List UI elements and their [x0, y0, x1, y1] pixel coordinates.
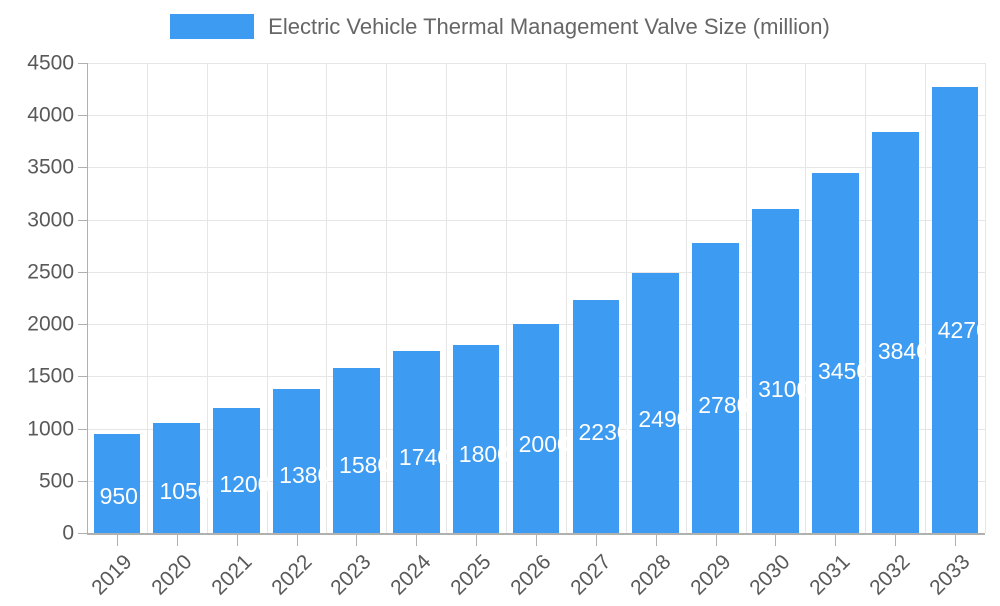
x-axis-tick-mark: [237, 535, 238, 546]
x-axis-tick-label: 2021: [206, 550, 257, 600]
y-axis-tick-mark: [78, 428, 87, 430]
gridline-vertical: [207, 63, 208, 533]
y-axis-tick-mark: [78, 115, 87, 117]
chart-legend: Electric Vehicle Thermal Management Valv…: [0, 14, 1000, 39]
x-axis-tick-label: 2030: [745, 550, 796, 600]
gridline-vertical: [985, 63, 986, 533]
x-axis-tick-mark: [596, 535, 597, 546]
bar[interactable]: [931, 87, 979, 533]
x-axis-tick-label: 2023: [326, 550, 376, 600]
gridline-vertical: [626, 63, 627, 533]
x-axis-tick-mark: [117, 535, 118, 546]
bar[interactable]: [752, 209, 799, 533]
bar[interactable]: [213, 407, 260, 533]
y-axis-tick-label: 1500: [27, 364, 74, 388]
x-axis-tick-label: 2031: [805, 550, 855, 600]
bar[interactable]: [273, 388, 320, 533]
gridline-vertical: [865, 63, 866, 533]
x-axis-tick-label: 2032: [865, 550, 915, 600]
x-axis-tick-mark: [356, 535, 357, 546]
gridline-horizontal: [87, 167, 985, 169]
x-axis-tick-label: 2029: [685, 550, 736, 600]
bar[interactable]: [452, 345, 500, 533]
x-axis-tick-label: 2022: [266, 550, 317, 600]
gridline-vertical: [566, 63, 567, 533]
x-axis-tick-label: 2027: [566, 550, 616, 600]
y-axis-tick-label: 2000: [27, 312, 74, 336]
gridline-horizontal: [87, 63, 985, 64]
gridline-vertical: [386, 63, 387, 533]
y-axis-tick-label: 500: [38, 469, 74, 493]
gridline-vertical: [805, 63, 806, 533]
y-axis-tick-label: 4500: [27, 51, 74, 75]
gridline-vertical: [446, 63, 447, 533]
y-axis-tick-mark: [78, 167, 87, 169]
x-axis-tick-label: 2033: [925, 550, 975, 600]
x-axis-tick-label: 2024: [386, 550, 436, 600]
y-axis-tick-label: 0: [62, 521, 74, 545]
x-axis-tick-label: 2019: [87, 550, 137, 600]
bar[interactable]: [333, 367, 380, 533]
gridline-vertical: [925, 63, 926, 533]
x-axis-tick-mark: [716, 535, 717, 546]
gridline-vertical: [147, 63, 148, 533]
x-axis-tick-label: 2025: [446, 550, 496, 600]
bar[interactable]: [392, 351, 440, 533]
gridline-horizontal: [87, 115, 985, 117]
bar[interactable]: [811, 172, 859, 533]
legend-label: Electric Vehicle Thermal Management Valv…: [268, 13, 830, 39]
y-axis-tick-mark: [78, 271, 87, 273]
bar[interactable]: [572, 300, 620, 533]
x-axis-tick-mark: [297, 535, 298, 546]
bar[interactable]: [512, 324, 560, 533]
x-axis-tick-mark: [476, 535, 477, 546]
x-axis-tick-mark: [895, 535, 896, 546]
y-axis-tick-mark: [78, 376, 87, 378]
bar[interactable]: [692, 242, 739, 533]
y-axis-tick-label: 4000: [27, 103, 74, 127]
x-axis-tick-mark: [536, 535, 537, 546]
y-axis-line: [87, 63, 88, 534]
x-axis-tick-mark: [835, 535, 836, 546]
gridline-vertical: [326, 63, 327, 533]
y-axis-tick-label: 3000: [27, 208, 74, 232]
gridline-vertical: [506, 63, 507, 533]
gridline-vertical: [746, 63, 747, 533]
bar[interactable]: [632, 272, 680, 533]
gridline-horizontal: [87, 219, 985, 221]
y-axis-tick-mark: [78, 324, 87, 326]
y-axis-tick-mark: [78, 63, 87, 64]
y-axis-tick-mark: [78, 480, 87, 482]
bar[interactable]: [153, 423, 201, 533]
x-axis-tick-mark: [656, 535, 657, 546]
gridline-horizontal: [87, 271, 985, 273]
x-axis-tick-label: 2026: [506, 550, 556, 600]
y-axis-tick-label: 2500: [27, 260, 74, 284]
gridline-vertical: [267, 63, 268, 533]
bar[interactable]: [871, 131, 919, 533]
y-axis-tick-mark: [78, 533, 87, 534]
plot-area: [87, 63, 986, 534]
legend-swatch-icon[interactable]: [170, 14, 255, 39]
x-axis-tick-label: 2020: [147, 550, 197, 600]
y-axis-tick-label: 3500: [27, 155, 74, 179]
gridline-vertical: [686, 63, 687, 533]
y-axis-tick-mark: [78, 219, 87, 221]
bar[interactable]: [93, 433, 141, 533]
x-axis-tick-mark: [177, 535, 178, 546]
y-axis-tick-label: 1000: [27, 417, 74, 441]
x-axis-tick-mark: [955, 535, 956, 546]
x-axis-tick-mark: [416, 535, 417, 546]
x-axis-tick-label: 2028: [625, 550, 676, 600]
x-axis-tick-mark: [775, 535, 776, 546]
x-axis-line: [87, 533, 985, 535]
